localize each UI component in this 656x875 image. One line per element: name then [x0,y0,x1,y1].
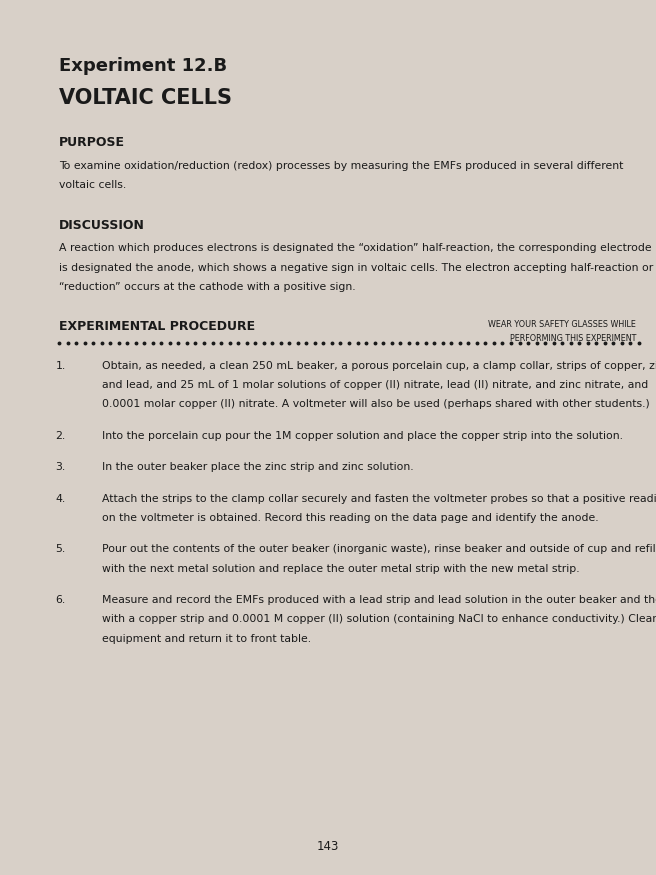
Text: A reaction which produces electrons is designated the “oxidation” half-reaction,: A reaction which produces electrons is d… [59,243,651,253]
Text: In the outer beaker place the zinc strip and zinc solution.: In the outer beaker place the zinc strip… [102,462,413,472]
Text: VOLTAIC CELLS: VOLTAIC CELLS [59,88,232,108]
Text: WEAR YOUR SAFETY GLASSES WHILE: WEAR YOUR SAFETY GLASSES WHILE [489,320,636,329]
Text: PERFORMING THIS EXPERIMENT: PERFORMING THIS EXPERIMENT [510,334,636,343]
Text: PURPOSE: PURPOSE [59,136,125,150]
Text: Obtain, as needed, a clean 250 mL beaker, a porous porcelain cup, a clamp collar: Obtain, as needed, a clean 250 mL beaker… [102,360,656,370]
Text: 1.: 1. [55,360,66,370]
Text: “reduction” occurs at the cathode with a positive sign.: “reduction” occurs at the cathode with a… [59,282,356,291]
Text: 5.: 5. [55,544,66,554]
Text: 2.: 2. [55,430,66,440]
Text: To examine oxidation/reduction (redox) processes by measuring the EMFs produced : To examine oxidation/reduction (redox) p… [59,161,623,171]
Text: is designated the anode, which shows a negative sign in voltaic cells. The elect: is designated the anode, which shows a n… [59,262,653,272]
Text: and lead, and 25 mL of 1 molar solutions of copper (II) nitrate, lead (II) nitra: and lead, and 25 mL of 1 molar solutions… [102,380,648,389]
Text: Attach the strips to the clamp collar securely and fasten the voltmeter probes s: Attach the strips to the clamp collar se… [102,493,656,503]
Text: on the voltmeter is obtained. Record this reading on the data page and identify : on the voltmeter is obtained. Record thi… [102,513,598,522]
Text: Pour out the contents of the outer beaker (inorganic waste), rinse beaker and ou: Pour out the contents of the outer beake… [102,544,656,554]
Text: Into the porcelain cup pour the 1M copper solution and place the copper strip in: Into the porcelain cup pour the 1M coppe… [102,430,623,440]
Text: with a copper strip and 0.0001 M copper (II) solution (containing NaCl to enhanc: with a copper strip and 0.0001 M copper … [102,614,656,624]
Text: 6.: 6. [55,595,66,605]
Text: 4.: 4. [55,493,66,503]
Text: with the next metal solution and replace the outer metal strip with the new meta: with the next metal solution and replace… [102,564,579,573]
Text: Measure and record the EMFs produced with a lead strip and lead solution in the : Measure and record the EMFs produced wit… [102,595,656,605]
Text: DISCUSSION: DISCUSSION [59,219,145,232]
Text: 3.: 3. [55,462,66,472]
Text: voltaic cells.: voltaic cells. [59,180,127,190]
Text: Experiment 12.B: Experiment 12.B [59,57,227,75]
Text: EXPERIMENTAL PROCEDURE: EXPERIMENTAL PROCEDURE [59,320,255,333]
Text: equipment and return it to front table.: equipment and return it to front table. [102,634,311,643]
Text: 143: 143 [317,840,339,853]
Text: 0.0001 molar copper (II) nitrate. A voltmeter will also be used (perhaps shared : 0.0001 molar copper (II) nitrate. A volt… [102,399,649,409]
